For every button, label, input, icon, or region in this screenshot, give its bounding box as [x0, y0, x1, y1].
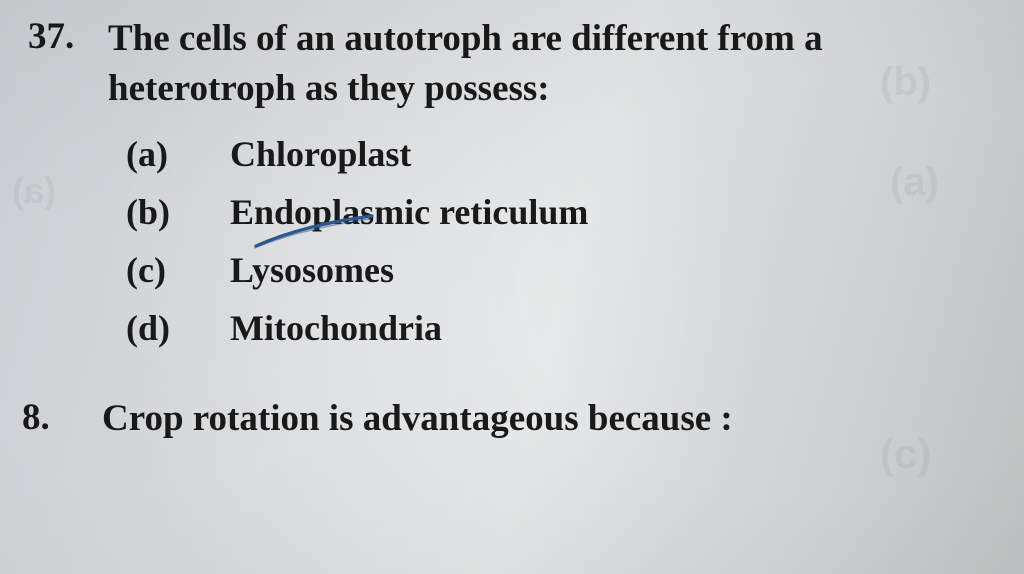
- question-38: 8. Crop rotation is advantageous because…: [22, 395, 988, 443]
- option-text: Endoplasmic reticulum: [230, 186, 988, 238]
- option-letter: (a): [126, 128, 230, 180]
- question-stem: The cells of an autotroph are different …: [108, 14, 988, 114]
- option-letter: (d): [126, 302, 230, 354]
- question-number: 37.: [22, 14, 108, 60]
- option-letter: (b): [126, 186, 230, 238]
- option-text: Mitochondria: [230, 302, 988, 354]
- options-list: (a) Chloroplast (b) Endoplasmic reticulu…: [22, 128, 988, 355]
- option-letter: (c): [126, 244, 230, 296]
- option-text: Chloroplast: [230, 128, 988, 180]
- option-c: (c) Lysosomes: [126, 244, 988, 296]
- option-b: (b) Endoplasmic reticulum: [126, 186, 988, 238]
- option-text: Lysosomes: [230, 244, 988, 296]
- option-d: (d) Mitochondria: [126, 302, 988, 354]
- option-a: (a) Chloroplast: [126, 128, 988, 180]
- stem-line-2: heterotroph as they possess:: [108, 68, 550, 109]
- page-content: 37. The cells of an autotroph are differ…: [0, 0, 1024, 443]
- question-37: 37. The cells of an autotroph are differ…: [22, 14, 988, 114]
- stem-line-1: The cells of an autotroph are different …: [108, 18, 823, 59]
- question-number: 8.: [22, 395, 102, 441]
- question-stem: Crop rotation is advantageous because :: [102, 395, 988, 443]
